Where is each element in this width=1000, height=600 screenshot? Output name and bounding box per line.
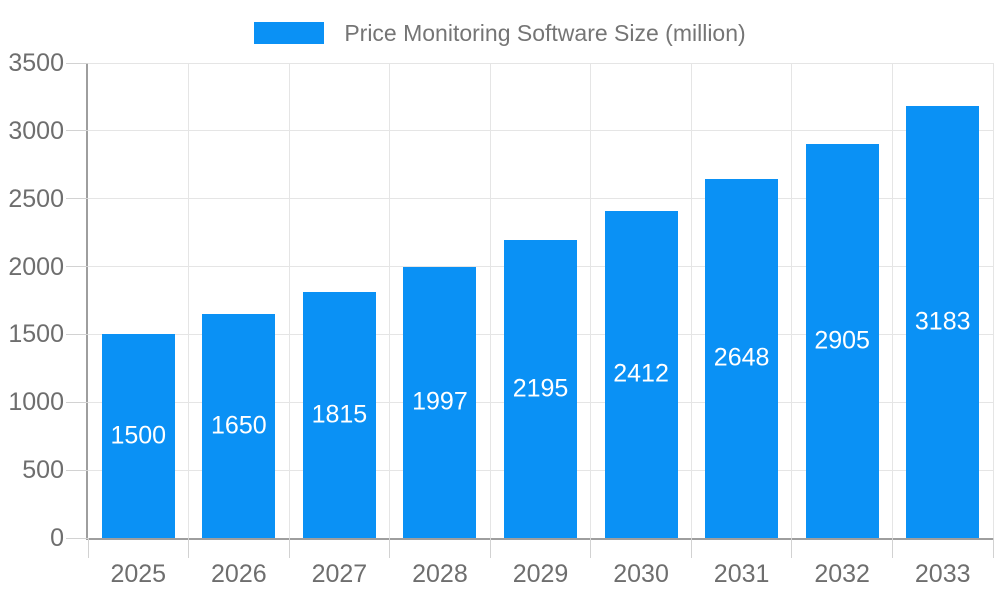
bar: 2648 [705, 178, 779, 538]
legend-item[interactable]: Price Monitoring Software Size (million) [0, 20, 1000, 46]
gridline-vertical [992, 63, 994, 538]
bar-value-label: 2412 [613, 359, 669, 388]
gridline-vertical [690, 63, 692, 538]
gridline-horizontal [88, 130, 993, 132]
x-axis-tick [489, 538, 491, 558]
gridline-horizontal [88, 198, 993, 200]
x-axis-label: 2031 [713, 560, 770, 588]
y-axis-label: 2500 [8, 184, 64, 213]
x-axis-tick [791, 538, 793, 558]
y-axis-label: 500 [22, 456, 64, 485]
y-axis-label: 1500 [8, 320, 64, 349]
legend-swatch-icon [254, 22, 325, 44]
y-axis-label: 1000 [8, 388, 64, 417]
bar-value-label: 2905 [814, 326, 870, 355]
bar: 2412 [604, 210, 678, 538]
x-axis-label: 2026 [211, 560, 267, 588]
y-axis-tick [66, 537, 88, 539]
gridline-vertical [389, 63, 391, 538]
gridline-horizontal [88, 62, 993, 64]
x-axis-label: 2028 [412, 560, 468, 588]
x-axis-tick [690, 538, 692, 558]
bar: 1500 [101, 334, 175, 538]
gridline-vertical [288, 63, 290, 538]
x-axis-label: 2027 [311, 560, 368, 588]
bar: 1650 [202, 314, 276, 538]
bar: 3183 [906, 106, 980, 538]
x-axis-tick [891, 538, 893, 558]
gridline-vertical [188, 63, 190, 538]
y-axis-tick [66, 266, 88, 268]
bar-value-label: 1500 [110, 421, 167, 450]
bar-value-label: 3183 [914, 307, 971, 336]
bar: 1815 [302, 291, 376, 538]
x-axis-label: 2030 [613, 560, 669, 588]
y-axis-line [86, 63, 88, 540]
y-axis-label: 2000 [8, 252, 64, 281]
gridline-vertical [891, 63, 893, 538]
bar-value-label: 2195 [512, 374, 569, 403]
y-axis-tick [66, 401, 88, 403]
gridline-vertical [590, 63, 592, 538]
bar: 2195 [504, 240, 577, 538]
x-axis-tick [87, 538, 89, 558]
x-axis-label: 2032 [814, 560, 870, 588]
y-axis-tick [66, 469, 88, 471]
legend-label: Price Monitoring Software Size (million) [344, 20, 746, 46]
x-axis-label: 2033 [914, 560, 971, 588]
x-axis-line [86, 538, 994, 540]
gridline-vertical [489, 63, 491, 538]
y-axis-tick [66, 333, 88, 335]
plot-area: 1500 1650 1815 1997 2195 2412 2648 2905 3183 [88, 62, 994, 538]
bar-value-label: 1997 [412, 387, 468, 416]
bar-value-label: 2648 [713, 343, 770, 372]
gridline-vertical [791, 63, 793, 538]
x-axis-tick [188, 538, 190, 558]
x-axis-tick [992, 538, 994, 558]
bar: 2905 [805, 143, 879, 538]
y-axis-label: 3500 [8, 49, 64, 77]
x-axis-tick [288, 538, 290, 558]
x-axis-label: 2025 [110, 560, 167, 588]
y-axis-tick [66, 198, 88, 200]
y-axis-tick [66, 130, 88, 132]
y-axis-label: 3000 [8, 116, 64, 145]
bar-value-label: 1815 [311, 400, 368, 429]
bar: 1997 [403, 266, 477, 538]
x-axis-label: 2029 [512, 560, 569, 588]
bar-value-label: 1650 [211, 411, 267, 440]
x-axis-tick [389, 538, 391, 558]
y-axis-tick [66, 62, 88, 64]
x-axis-tick [590, 538, 592, 558]
y-axis-label: 0 [50, 524, 64, 552]
